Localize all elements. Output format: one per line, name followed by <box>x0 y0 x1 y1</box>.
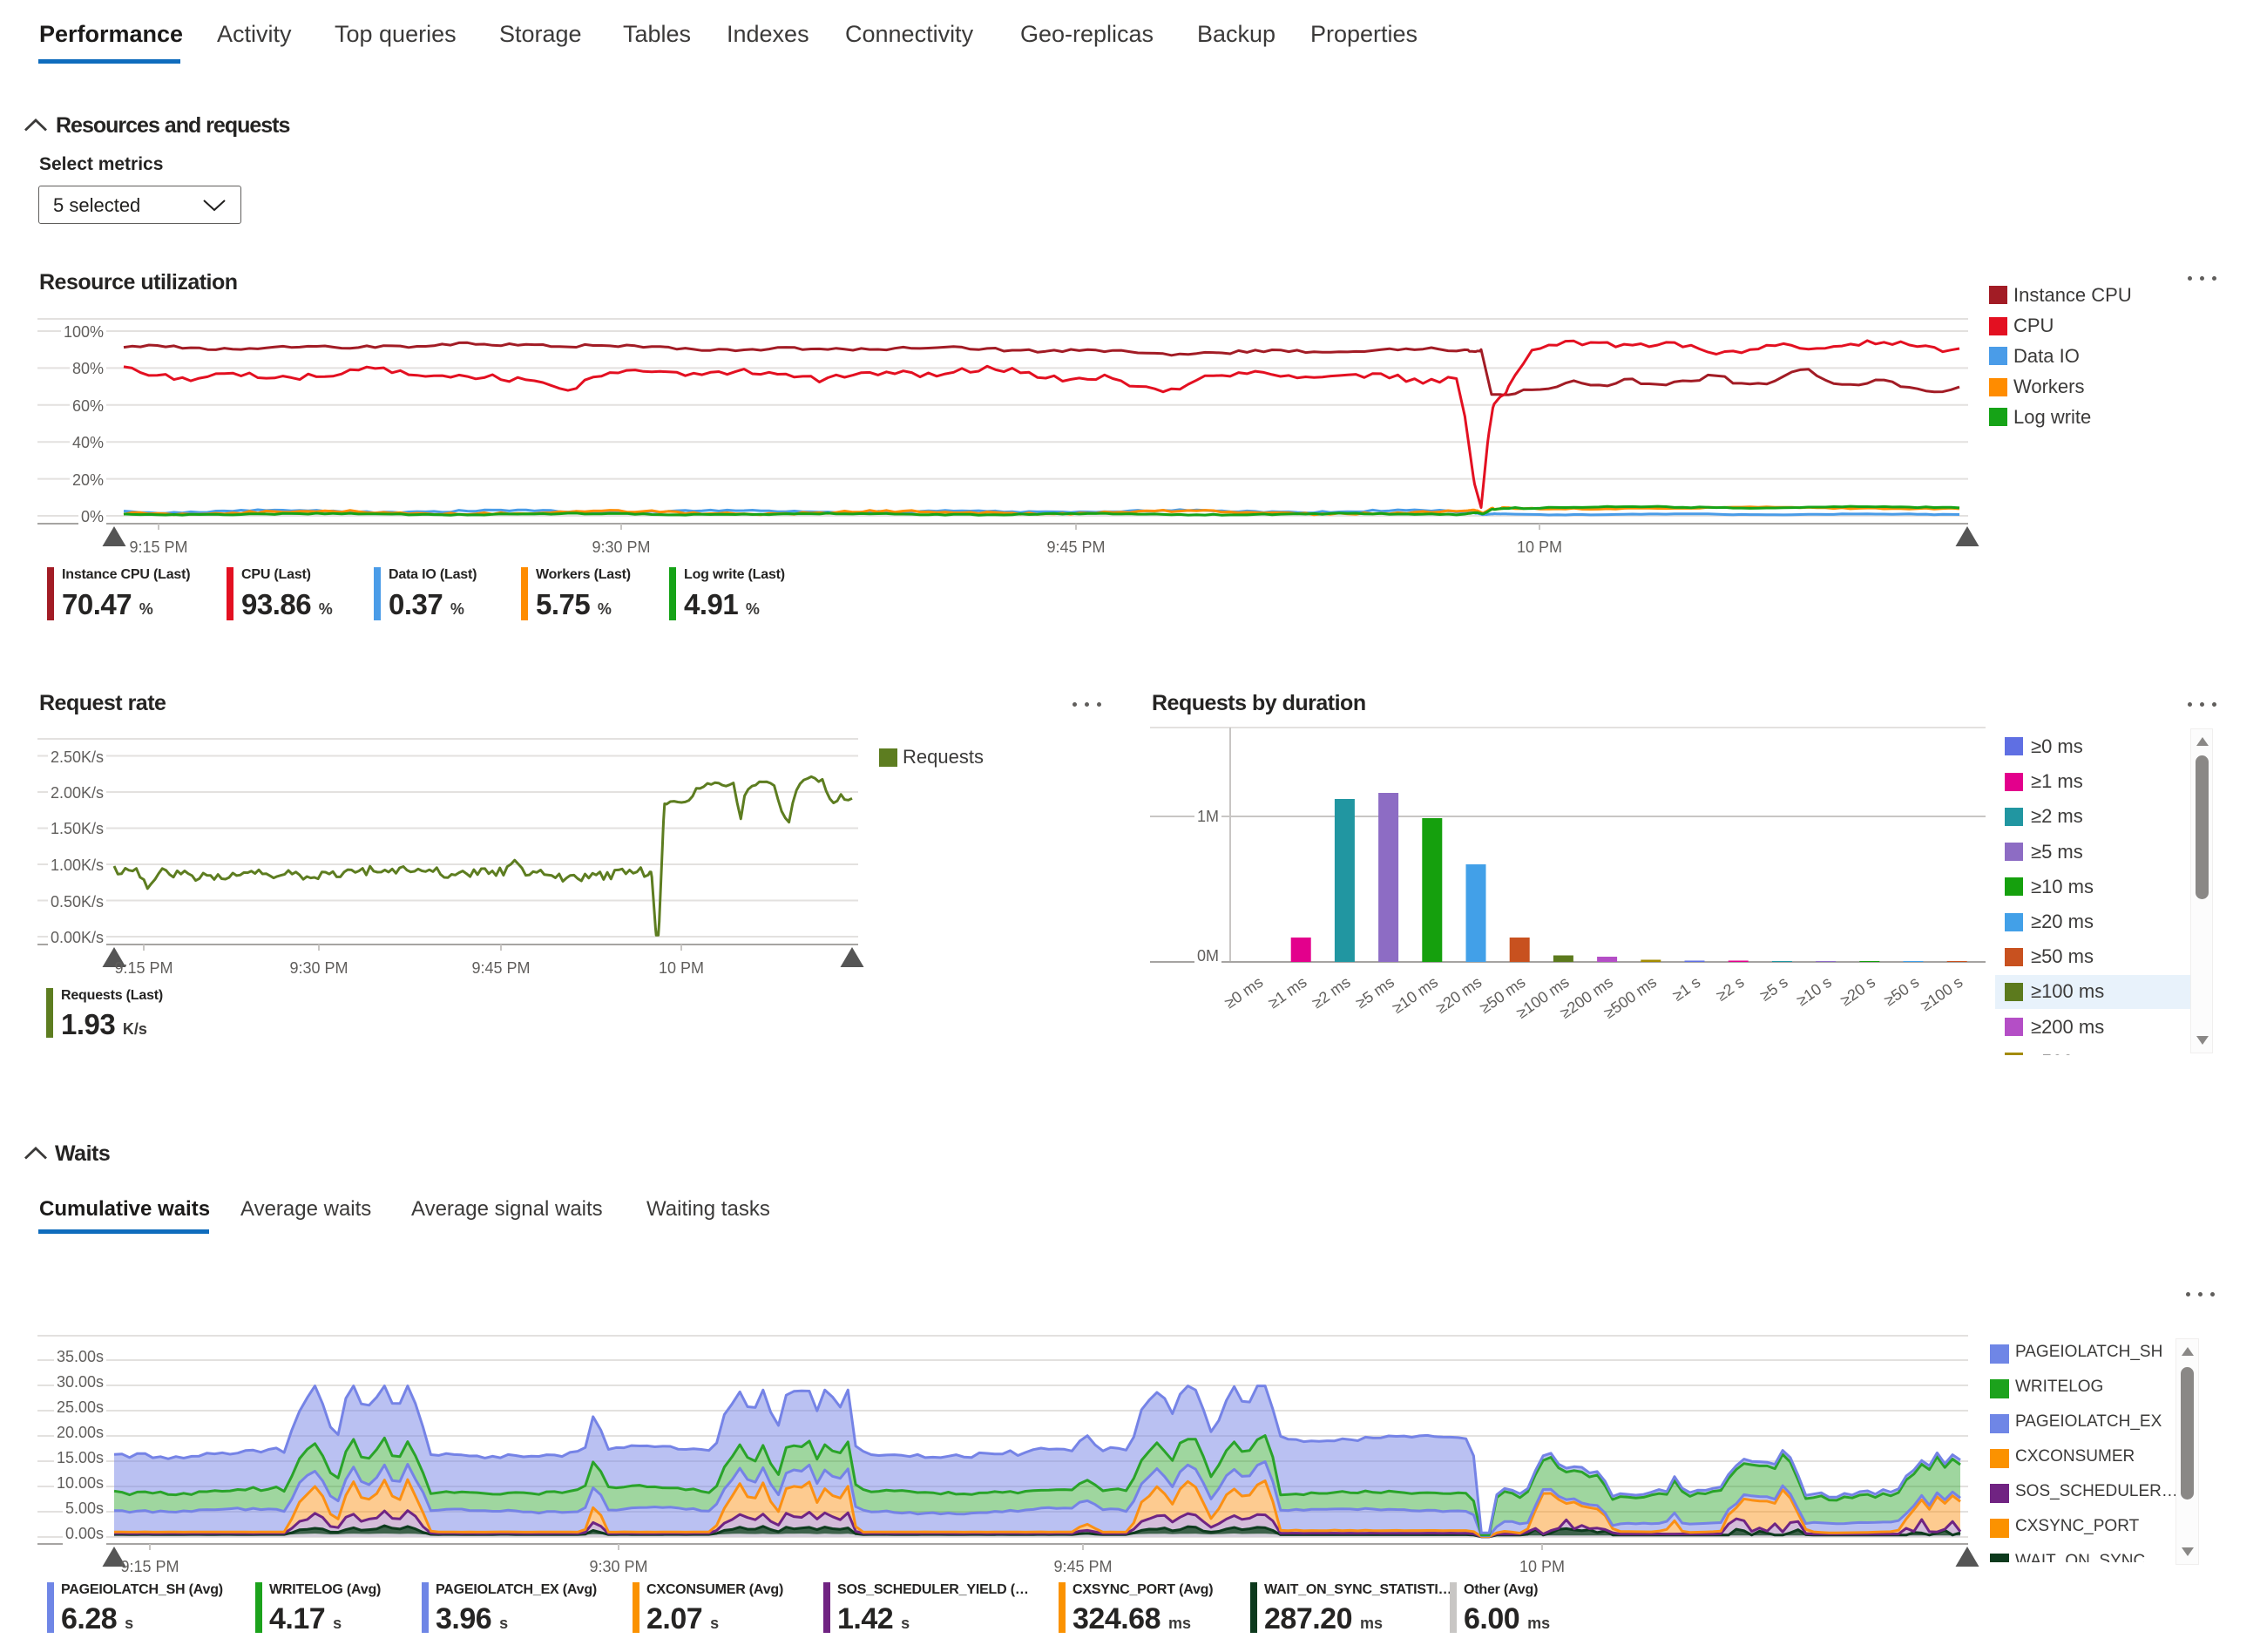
svg-text:≥10 s: ≥10 s <box>1793 973 1834 1010</box>
svg-text:≥100 s: ≥100 s <box>1918 973 1966 1014</box>
svg-text:≥0 ms: ≥0 ms <box>1221 973 1267 1012</box>
svg-text:≥20 s: ≥20 s <box>1837 973 1878 1010</box>
svg-text:≥20 ms: ≥20 ms <box>1433 973 1485 1017</box>
svg-text:≥5 s: ≥5 s <box>1756 973 1790 1005</box>
svg-text:≥1 s: ≥1 s <box>1669 973 1703 1005</box>
svg-text:≥10 ms: ≥10 ms <box>1389 973 1441 1017</box>
svg-text:≥2 ms: ≥2 ms <box>1309 973 1354 1012</box>
svg-text:≥50 s: ≥50 s <box>1881 973 1922 1010</box>
svg-text:≥1 ms: ≥1 ms <box>1265 973 1310 1012</box>
svg-text:≥2 s: ≥2 s <box>1713 973 1747 1005</box>
